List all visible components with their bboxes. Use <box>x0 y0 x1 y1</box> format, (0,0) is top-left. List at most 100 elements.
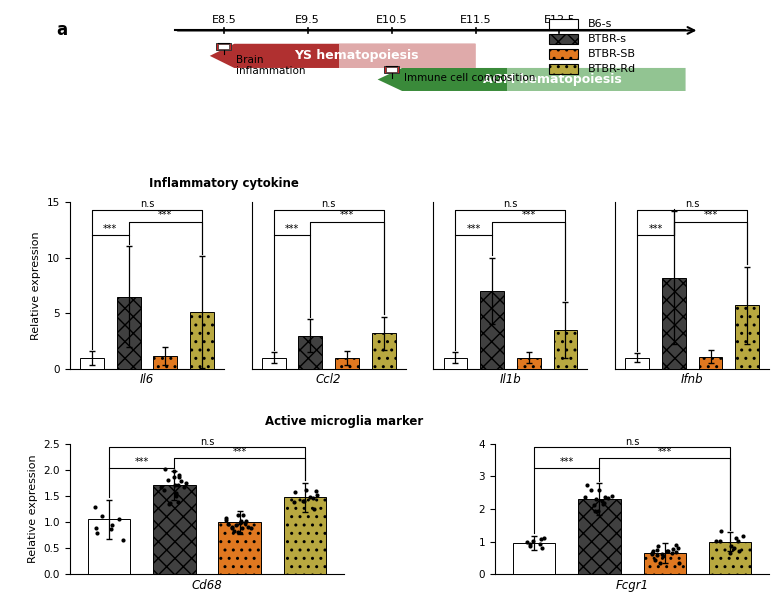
Point <box>226 522 239 532</box>
Bar <box>549 34 578 44</box>
Point <box>601 493 614 503</box>
Point <box>662 546 674 556</box>
Y-axis label: Relative expression: Relative expression <box>28 455 38 563</box>
Point <box>649 555 661 565</box>
Point <box>724 547 737 557</box>
Point <box>538 533 551 543</box>
Point <box>89 502 101 512</box>
Point <box>672 543 685 553</box>
Text: E9.5: E9.5 <box>295 15 320 25</box>
Point <box>673 558 685 568</box>
Point <box>737 530 749 540</box>
Bar <box>578 499 621 574</box>
Bar <box>553 330 577 369</box>
Point <box>526 536 538 546</box>
Point <box>89 524 102 533</box>
Point <box>162 499 175 509</box>
Point <box>228 527 240 536</box>
Point <box>180 478 193 488</box>
Bar <box>216 43 232 50</box>
Point <box>169 480 181 490</box>
Point <box>656 549 668 558</box>
Point <box>298 496 311 506</box>
Point <box>521 537 534 547</box>
Point <box>714 536 726 546</box>
Point <box>289 487 301 497</box>
Bar <box>480 291 504 369</box>
Bar <box>218 43 229 49</box>
Point <box>296 497 308 507</box>
Point <box>592 506 605 516</box>
Text: Inflammatory cytokine: Inflammatory cytokine <box>149 177 299 190</box>
Bar <box>549 18 578 29</box>
Text: ***: *** <box>559 457 574 467</box>
X-axis label: Il6: Il6 <box>140 373 154 386</box>
Point <box>730 533 742 543</box>
Point <box>242 522 254 532</box>
Point <box>237 511 249 521</box>
Point <box>657 551 670 561</box>
Point <box>113 514 125 524</box>
Text: ***: *** <box>232 447 247 456</box>
Point <box>159 464 171 474</box>
Bar <box>643 553 686 574</box>
Bar <box>384 66 399 73</box>
Bar <box>444 358 468 369</box>
Point <box>710 536 723 546</box>
Point <box>117 535 130 545</box>
Point <box>308 505 320 514</box>
Text: ***: *** <box>657 447 672 456</box>
Point <box>168 466 180 476</box>
Point <box>304 492 316 502</box>
Text: YS hematopoiesis: YS hematopoiesis <box>294 49 419 62</box>
Text: BTBR-Rd: BTBR-Rd <box>587 64 636 74</box>
Text: n.s: n.s <box>322 199 336 208</box>
Point <box>589 507 601 516</box>
Point <box>671 540 683 549</box>
Point <box>670 547 682 557</box>
Point <box>96 511 108 521</box>
Text: BTBR-s: BTBR-s <box>587 34 626 43</box>
Point <box>232 510 244 519</box>
Point <box>226 522 239 532</box>
Point <box>646 548 658 558</box>
Point <box>172 472 185 481</box>
Point <box>667 544 680 554</box>
Bar <box>153 356 177 369</box>
Point <box>311 490 323 500</box>
Point <box>653 558 666 568</box>
Point <box>168 472 180 481</box>
Text: E10.5: E10.5 <box>376 15 407 25</box>
Bar <box>88 519 131 574</box>
Text: ***: *** <box>159 210 172 221</box>
Point <box>661 546 674 555</box>
Point <box>157 486 169 496</box>
Point <box>593 485 605 495</box>
Point <box>106 521 118 530</box>
Polygon shape <box>339 44 476 68</box>
Text: ***: *** <box>649 224 663 233</box>
Text: E12.5: E12.5 <box>544 15 575 25</box>
Point <box>732 536 744 546</box>
Point <box>307 492 319 502</box>
Point <box>169 488 182 497</box>
Point <box>240 516 253 525</box>
Point <box>232 527 244 537</box>
Polygon shape <box>378 68 685 91</box>
Text: ***: *** <box>467 224 481 233</box>
Bar <box>218 522 261 574</box>
Text: n.s: n.s <box>625 437 639 447</box>
Bar <box>335 358 359 369</box>
Text: BTBR-SB: BTBR-SB <box>587 49 636 59</box>
X-axis label: Fcgr1: Fcgr1 <box>615 579 649 591</box>
Bar <box>371 334 395 369</box>
Point <box>599 492 611 502</box>
Point <box>234 518 246 528</box>
X-axis label: Cd68: Cd68 <box>192 579 222 591</box>
Bar <box>699 357 723 369</box>
Text: ***: *** <box>340 210 354 221</box>
Point <box>288 497 301 507</box>
Point <box>245 523 257 533</box>
Bar <box>262 358 286 369</box>
Point <box>236 523 249 533</box>
